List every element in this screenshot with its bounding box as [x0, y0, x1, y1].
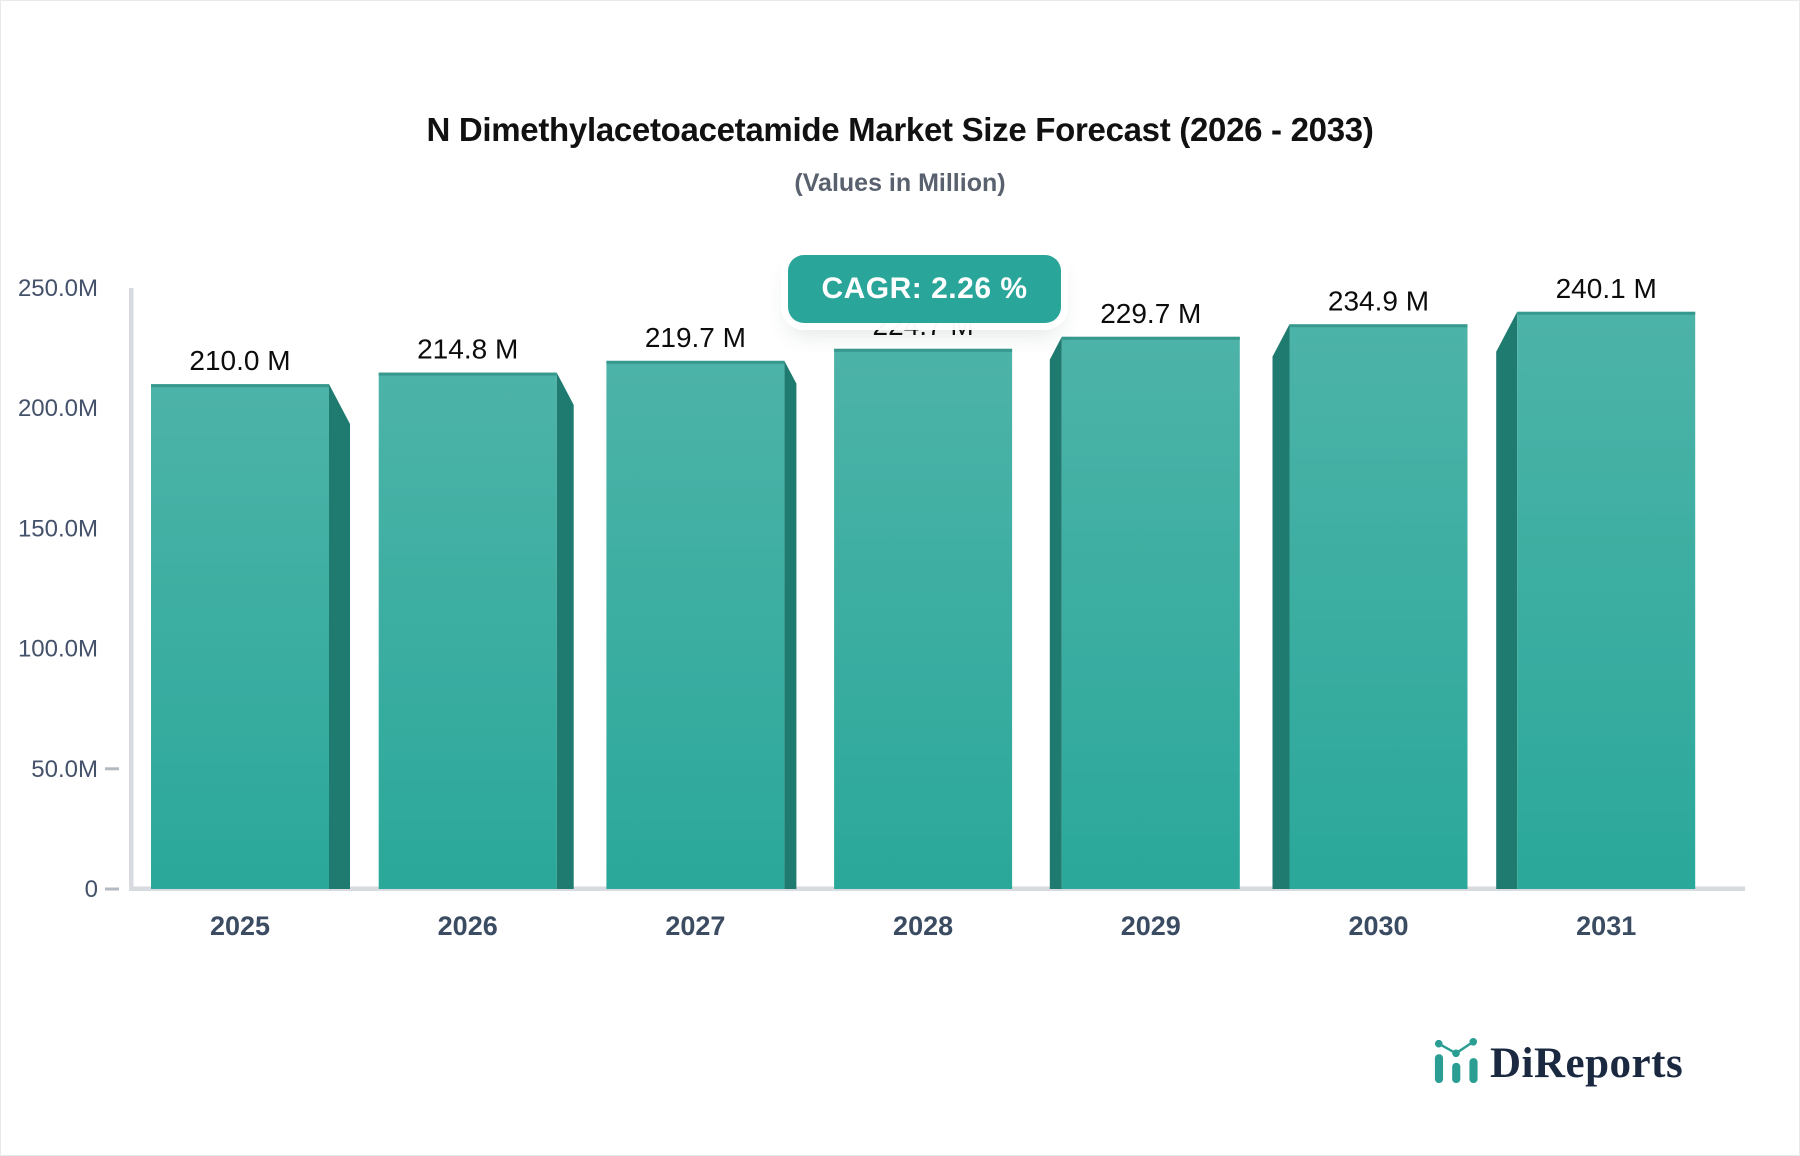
- bar-top-edge: [151, 384, 329, 388]
- y-axis-line: [129, 288, 134, 891]
- x-axis-label: 2026: [438, 911, 498, 941]
- bar-face: [1289, 324, 1468, 889]
- y-axis-tick-label: 100.0M: [18, 636, 98, 663]
- y-axis-tick-label: 200.0M: [18, 395, 98, 422]
- bar-side-face: [329, 384, 350, 889]
- bar-value-label: 214.8 M: [417, 334, 518, 365]
- bar-line-chart-icon: [1434, 1037, 1478, 1083]
- chart-subtitle: (Values in Million): [794, 169, 1006, 197]
- x-axis-label: 2027: [665, 911, 725, 941]
- bar-2030: [1272, 324, 1468, 889]
- x-axis-label: 2030: [1348, 911, 1408, 941]
- bar-side-face: [556, 372, 574, 889]
- bar-face: [606, 360, 785, 889]
- bar-value-label: 210.0 M: [189, 345, 290, 376]
- bar-top-edge: [1517, 311, 1696, 315]
- bar-top-edge: [378, 372, 557, 376]
- bar-2025: [151, 384, 350, 889]
- brand-logo: DiReports: [1431, 1037, 1684, 1088]
- bar-value-label: 240.1 M: [1556, 273, 1657, 304]
- bar-side-face: [1496, 311, 1518, 890]
- bar-top-edge: [1061, 336, 1240, 340]
- x-axis-label: 2029: [1121, 911, 1181, 941]
- bar-2029: [1049, 336, 1240, 889]
- bar-face: [1517, 311, 1696, 890]
- brand-logo-text: DiReports: [1490, 1040, 1684, 1088]
- cagr-badge: CAGR: 2.26 %: [788, 255, 1061, 323]
- y-axis-tick-label: 50.0M: [31, 756, 98, 783]
- bar-value-label: 219.7 M: [645, 322, 746, 353]
- bar-top-edge: [606, 360, 785, 364]
- y-axis-tick-mark: [105, 767, 119, 771]
- bar-side-face: [1049, 336, 1062, 889]
- y-axis-tick-label: 150.0M: [18, 515, 98, 542]
- chart-title: N Dimethylacetoacetamide Market Size For…: [426, 111, 1374, 148]
- bar-value-label: 229.7 M: [1100, 298, 1201, 329]
- bar-2027: [606, 360, 797, 889]
- x-axis-label: 2031: [1576, 911, 1636, 941]
- x-axis-label: 2025: [210, 911, 270, 941]
- bar-value-label: 234.9 M: [1328, 285, 1429, 316]
- bar-face: [834, 348, 1013, 890]
- cagr-badge-label: CAGR: 2.26 %: [821, 272, 1028, 305]
- bar-side-face: [784, 360, 797, 889]
- bar-side-face: [1272, 324, 1290, 889]
- y-axis-tick-label: 0: [85, 876, 98, 903]
- y-axis-tick-label: 250.0M: [18, 275, 98, 302]
- bar-face: [151, 384, 329, 889]
- bar-top-edge: [834, 348, 1013, 352]
- bar-face: [1061, 336, 1240, 889]
- bar-face: [378, 372, 557, 889]
- bar-2026: [378, 372, 574, 889]
- bar-top-edge: [1289, 324, 1468, 328]
- bar-2031: [1496, 311, 1696, 890]
- y-axis-tick-mark: [105, 887, 119, 891]
- bar-2028: [834, 348, 1013, 890]
- x-axis-label: 2028: [893, 911, 953, 941]
